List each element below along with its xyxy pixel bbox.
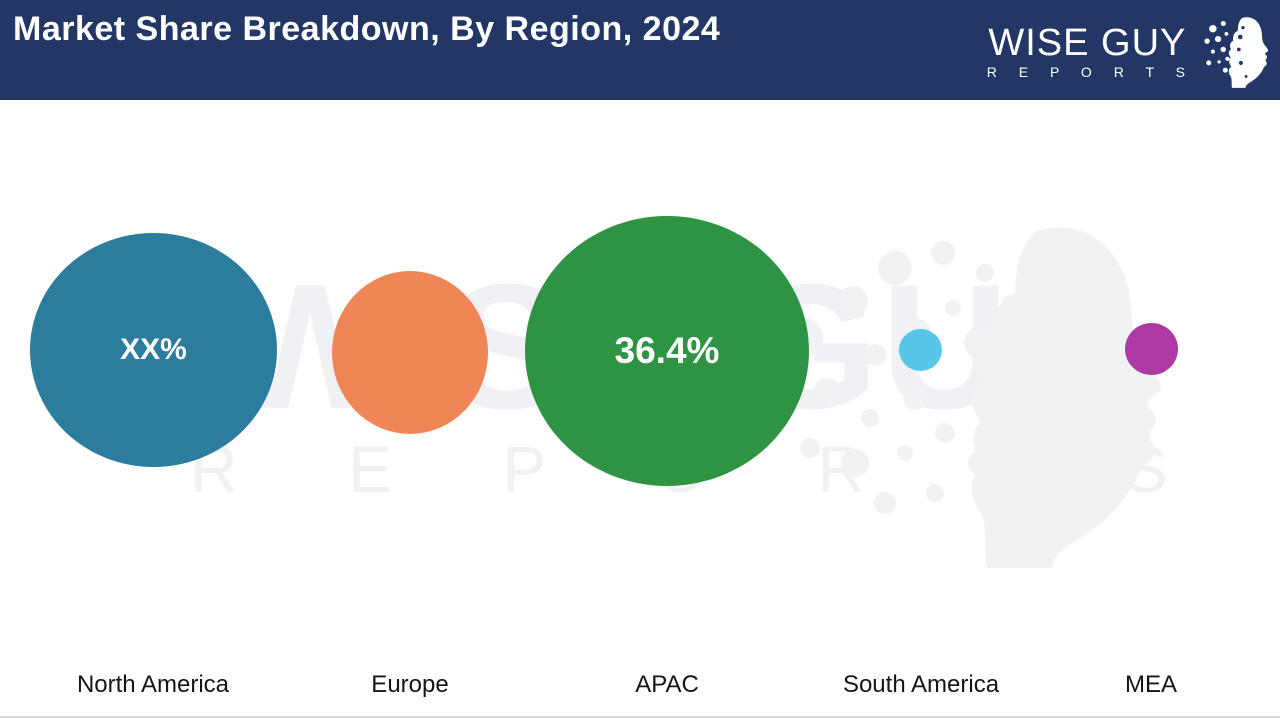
bubble-south-america [899, 329, 942, 371]
head-profile-dots-icon [1204, 17, 1269, 88]
bubble-mea [1125, 323, 1178, 375]
logo-reports-text: R E P O R T S [986, 63, 1194, 80]
head-profile-dots-icon [783, 227, 1162, 568]
page-title: Market Share Breakdown, By Region, 2024 [13, 10, 721, 48]
category-label-mea: MEA [1124, 671, 1178, 698]
bottom-border [0, 716, 1280, 718]
header: Market Share Breakdown, By Region, 2024 … [0, 0, 1280, 100]
bubble-value-label: 36.4% [614, 330, 720, 371]
category-label-south-america: South America [842, 671, 1000, 698]
wiseguy-logo: WISE GUY R E P O R T S [981, 6, 1272, 96]
bubble-north-america: XX% [30, 233, 277, 467]
bubble-value-label: XX% [120, 333, 187, 366]
bubble-apac: 36.4% [525, 216, 809, 486]
logo-wordmark: WISE GUY [988, 21, 1187, 64]
logo-text: WISE GUY R E P O R T S [981, 24, 1194, 79]
category-label-apac: APAC [635, 671, 699, 698]
category-label-europe: Europe [371, 671, 449, 698]
bubble-europe [332, 271, 488, 434]
category-label-north-america: North America [76, 671, 230, 698]
